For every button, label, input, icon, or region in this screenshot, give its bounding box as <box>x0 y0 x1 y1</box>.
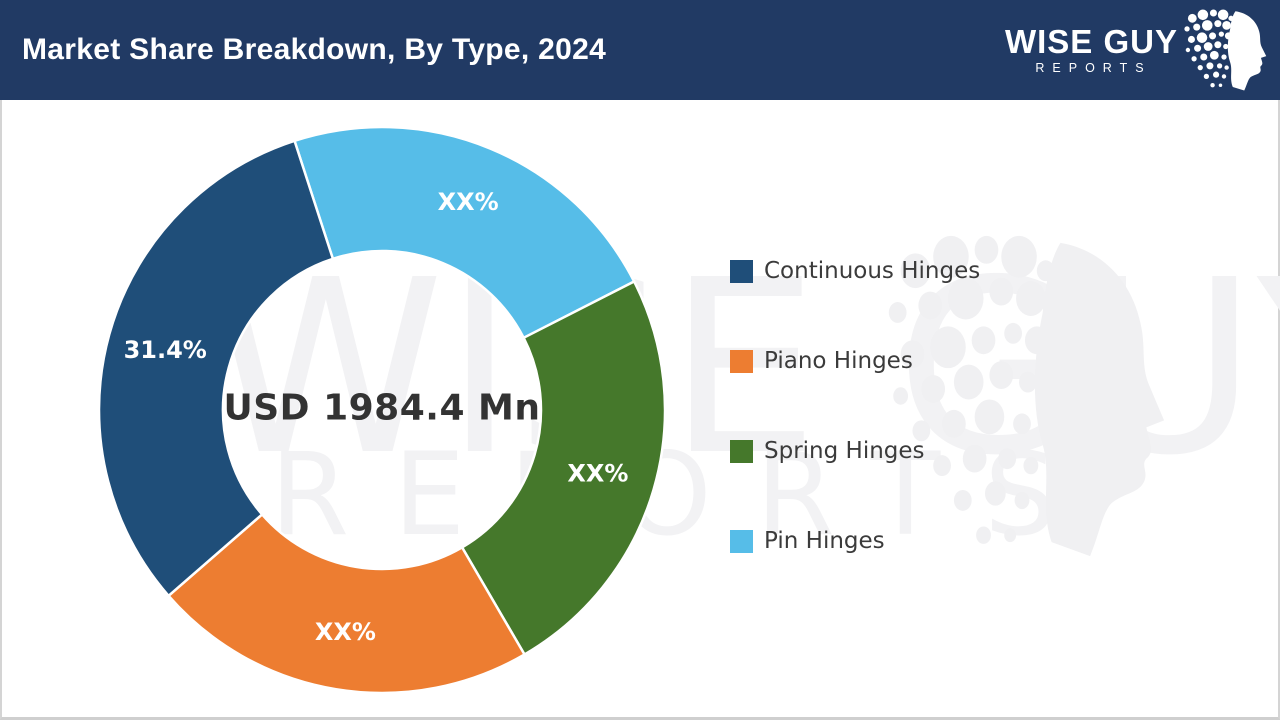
legend-item-piano-hinges: Piano Hinges <box>730 348 980 374</box>
logo-subtitle: REPORTS <box>1035 61 1152 76</box>
legend-swatch <box>730 529 753 553</box>
donut-segment-continuous-hinges <box>97 139 335 598</box>
segment-percentage-label: 31.4% <box>124 336 207 364</box>
legend-swatch <box>730 349 753 373</box>
logo-face-icon <box>1184 9 1267 91</box>
wise-guy-logo: WISE GUY REPORTS <box>1005 4 1268 96</box>
legend-swatch <box>730 259 753 283</box>
page-title: Market Share Breakdown, By Type, 2024 <box>22 33 607 66</box>
segment-percentage-label: XX% <box>315 618 376 646</box>
watermark-subtitle: REPORTS <box>270 428 1101 561</box>
logo-wordmark: WISE GUY <box>1004 22 1178 60</box>
donut-segment-spring-hinges <box>460 280 667 656</box>
header-bar: Market Share Breakdown, By Type, 2024 WI… <box>0 0 1280 100</box>
donut-segment-piano-hinges <box>167 513 526 695</box>
legend-label: Continuous Hinges <box>764 258 981 284</box>
donut-chart: XX% XX% XX% 31.4% <box>97 125 667 695</box>
chart-legend: Continuous Hinges Piano Hinges Spring Hing… <box>730 258 981 619</box>
legend-label: Piano Hinges <box>764 348 913 374</box>
segment-percentage-label: XX% <box>567 460 628 488</box>
chart-area: WISE GUY REPORTS XX%XX%XX%31.4% USD 1984… <box>0 100 1280 720</box>
legend-swatch <box>730 439 753 463</box>
legend-item-spring-hinges: Spring Hinges <box>730 438 980 464</box>
logo-text: WISE GUY REPORTS <box>1004 22 1178 76</box>
legend-item-continuous-hinges: Continuous Hinges <box>730 258 981 284</box>
legend-item-pin-hinges: Pin Hinges <box>730 528 980 554</box>
legend-label: Pin Hinges <box>764 528 885 554</box>
legend-label: Spring Hinges <box>764 438 925 464</box>
chart-center-value: USD 1984.4 Mn <box>223 387 541 429</box>
donut-segment-pin-hinges <box>293 125 636 340</box>
segment-percentage-label: XX% <box>438 188 499 216</box>
